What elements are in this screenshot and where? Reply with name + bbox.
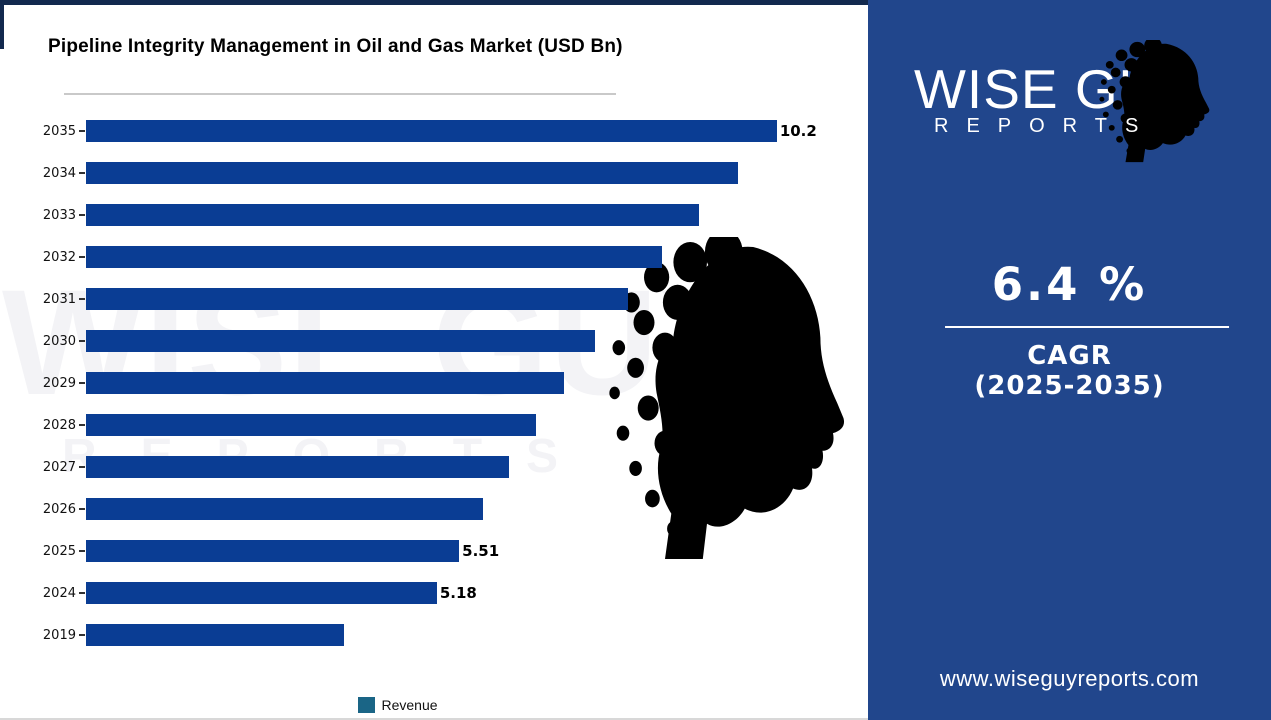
revenue-bar-2034: [86, 162, 739, 184]
year-tick-label: 2029: [42, 375, 76, 391]
bar-row-2028: 2028: [30, 404, 831, 446]
cagr-divider: [944, 326, 1229, 328]
bar-track: 10.2: [86, 110, 831, 152]
revenue-bar-2024: [86, 582, 437, 604]
year-tick-label: 2032: [42, 249, 76, 265]
bar-row-2029: 2029: [30, 362, 831, 404]
brand-logo-head-icon: [1099, 40, 1210, 163]
bar-value-label-2035: 10.2: [779, 122, 817, 140]
bar-row-2032: 2032: [30, 236, 831, 278]
brand-logo-subtext: REPORTS: [934, 115, 1157, 137]
tick-mark: [79, 634, 85, 636]
revenue-bar-2025: [86, 540, 460, 562]
year-tick-label: 2030: [42, 333, 76, 349]
cagr-label: CAGR: [1027, 341, 1112, 371]
cagr-range: (2025-2035): [974, 371, 1165, 401]
bar-track: [86, 194, 831, 236]
bar-row-2034: 2034: [30, 152, 831, 194]
tick-mark: [79, 382, 85, 384]
revenue-bar-2026: [86, 498, 483, 520]
bar-track: [86, 236, 831, 278]
tick-mark: [79, 550, 85, 552]
revenue-bar-2031: [86, 288, 628, 310]
title-underline: [64, 93, 616, 95]
year-tick-label: 2024: [42, 585, 76, 601]
bar-chart: 2035 10.2 2034 2033 2032 2031 2030 2029 2028 2027…: [30, 110, 831, 656]
revenue-bar-2032: [86, 246, 663, 268]
year-tick-label: 2027: [42, 459, 76, 475]
chart-title: Pipeline Integrity Management in Oil and…: [48, 36, 623, 57]
bar-track: [86, 404, 831, 446]
year-tick-label: 2025: [42, 543, 76, 559]
bar-track: 5.18: [86, 572, 831, 614]
bar-row-2027: 2027: [30, 446, 831, 488]
revenue-bar-2035: [86, 120, 777, 142]
bar-track: [86, 446, 831, 488]
chart-legend: Revenue: [0, 697, 832, 713]
bar-row-2019: 2019: [30, 614, 831, 656]
bottom-divider: [0, 718, 868, 720]
chart-panel: Pipeline Integrity Management in Oil and…: [0, 0, 868, 720]
revenue-bar-2029: [86, 372, 565, 394]
revenue-bar-2033: [86, 204, 699, 226]
tick-mark: [79, 466, 85, 468]
bar-row-2033: 2033: [30, 194, 831, 236]
bar-row-2035: 2035 10.2: [30, 110, 831, 152]
revenue-bar-2030: [86, 330, 595, 352]
bar-row-2031: 2031: [30, 278, 831, 320]
tick-mark: [79, 256, 85, 258]
tick-mark: [79, 214, 85, 216]
revenue-bar-2027: [86, 456, 509, 478]
bar-track: [86, 362, 831, 404]
year-tick-label: 2031: [42, 291, 76, 307]
bar-row-2026: 2026: [30, 488, 831, 530]
bar-row-2030: 2030: [30, 320, 831, 362]
tick-mark: [79, 298, 85, 300]
bar-track: [86, 152, 831, 194]
year-tick-label: 2034: [42, 165, 76, 181]
tick-mark: [79, 592, 85, 594]
tick-mark: [79, 340, 85, 342]
bar-track: [86, 488, 831, 530]
bar-row-2024: 2024 5.18: [30, 572, 831, 614]
tick-mark: [79, 508, 85, 510]
revenue-bar-2028: [86, 414, 536, 436]
bar-track: [86, 278, 831, 320]
year-tick-label: 2035: [42, 123, 76, 139]
legend-label: Revenue: [381, 697, 438, 713]
year-tick-label: 2033: [42, 207, 76, 223]
year-tick-label: 2026: [42, 501, 76, 517]
bar-track: [86, 614, 831, 656]
revenue-bar-2019: [86, 624, 345, 646]
bar-row-2025: 2025 5.51: [30, 530, 831, 572]
legend-swatch-revenue: [358, 697, 376, 713]
website-url: www.wiseguyreports.com: [939, 666, 1200, 691]
tick-mark: [79, 172, 85, 174]
brand-panel: WISE GUY REPORTS 6.4 % CAGR (2025-2035) …: [868, 0, 1271, 720]
cagr-value: 6.4 %: [991, 258, 1148, 311]
bar-track: 5.51: [86, 530, 831, 572]
year-tick-label: 2028: [42, 417, 76, 433]
bar-value-label-2024: 5.18: [439, 584, 477, 602]
bar-track: [86, 320, 831, 362]
tick-mark: [79, 424, 85, 426]
bar-value-label-2025: 5.51: [462, 542, 500, 560]
year-tick-label: 2019: [42, 627, 76, 643]
tick-mark: [79, 130, 85, 132]
